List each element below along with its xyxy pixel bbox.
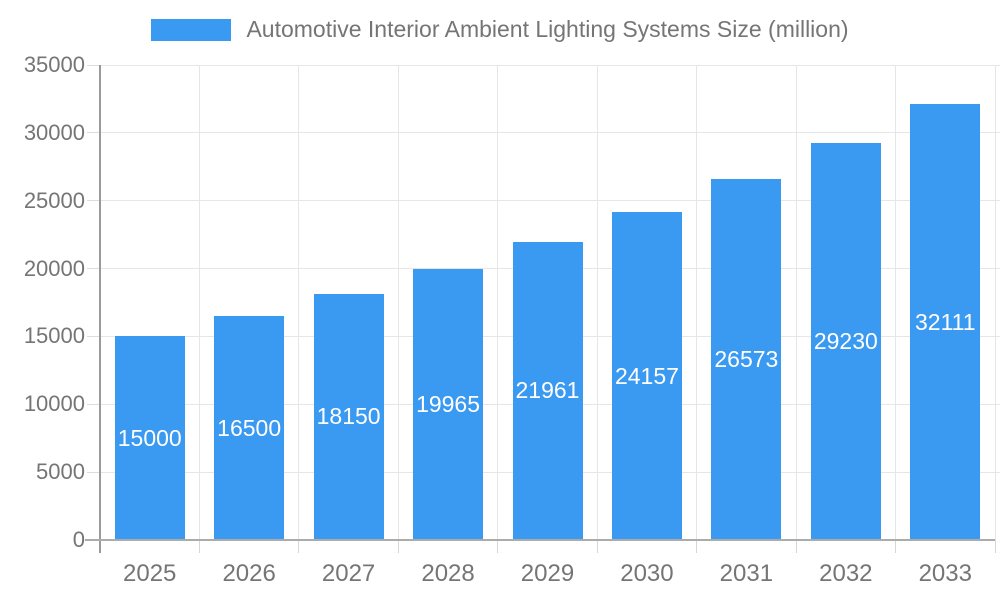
bar-value-label: 19965 — [416, 391, 481, 418]
y-axis-tick-label: 15000 — [23, 323, 85, 349]
v-gridline — [198, 65, 200, 540]
y-axis-tick-label: 25000 — [23, 187, 85, 213]
y-axis-tick-label: 35000 — [23, 52, 85, 77]
y-axis-tick-label: 30000 — [23, 119, 85, 145]
y-axis-tick — [87, 335, 100, 337]
bar-value-label: 26573 — [714, 346, 779, 373]
y-axis-tick-label: 0 — [72, 527, 85, 552]
x-axis-tick — [895, 540, 897, 553]
bar-2027[interactable]: 18150 — [313, 293, 384, 540]
bar-2025[interactable]: 15000 — [114, 336, 185, 540]
y-axis-line — [99, 65, 101, 553]
x-axis-tick — [198, 540, 200, 553]
x-axis-tick-label: 2025 — [123, 560, 177, 587]
bar-2026[interactable]: 16500 — [214, 316, 285, 540]
bar-2032[interactable]: 29230 — [810, 143, 881, 540]
legend[interactable]: Automotive Interior Ambient Lighting Sys… — [0, 16, 1000, 43]
y-axis-tick-label: 20000 — [23, 255, 85, 281]
h-gridline — [100, 200, 1000, 202]
x-axis-tick-label: 2030 — [620, 560, 674, 587]
x-axis-tick-label: 2026 — [222, 560, 276, 587]
y-axis-tick-label: 10000 — [23, 391, 85, 417]
bar-2033[interactable]: 32111 — [910, 104, 981, 540]
bar-2029[interactable]: 21961 — [512, 241, 583, 540]
y-axis-tick-label: 5000 — [36, 459, 85, 485]
plot-area: 15000 16500 18150 19965 21961 24157 26573 29230… — [100, 64, 1000, 540]
y-axis-tick — [87, 403, 100, 405]
x-axis-tick-label: 2033 — [918, 560, 972, 587]
bar-2031[interactable]: 26573 — [711, 179, 782, 540]
v-gridline — [298, 65, 300, 540]
legend-swatch — [151, 18, 232, 41]
v-gridline — [795, 65, 797, 540]
x-axis-tick — [497, 540, 499, 553]
x-axis-tick — [596, 540, 598, 553]
v-gridline — [994, 65, 996, 540]
bar-2030[interactable]: 24157 — [611, 212, 682, 540]
bar-value-label: 21961 — [515, 377, 580, 404]
x-axis-tick-label: 2028 — [421, 560, 475, 587]
y-axis-tick — [87, 132, 100, 134]
v-gridline — [397, 65, 399, 540]
y-axis-tick — [87, 268, 100, 270]
bar-value-label: 24157 — [614, 362, 679, 389]
v-gridline — [596, 65, 598, 540]
v-gridline — [696, 65, 698, 540]
v-gridline — [895, 65, 897, 540]
bar-value-label: 16500 — [217, 414, 282, 441]
y-axis-tick — [87, 200, 100, 202]
x-axis-tick — [696, 540, 698, 553]
legend-label: Automotive Interior Ambient Lighting Sys… — [246, 16, 849, 42]
x-axis-tick — [298, 540, 300, 553]
bar-value-label: 29230 — [813, 328, 878, 355]
bar-value-label: 18150 — [316, 403, 381, 430]
x-axis-line — [85, 539, 995, 541]
h-gridline — [100, 64, 1000, 66]
x-axis-tick-label: 2027 — [321, 560, 376, 587]
x-axis-tick-label: 2032 — [819, 560, 873, 587]
bar-value-label: 32111 — [914, 308, 976, 335]
x-axis-tick — [397, 540, 399, 553]
h-gridline — [100, 132, 1000, 134]
bar-2028[interactable]: 19965 — [413, 269, 484, 540]
x-axis-tick-label: 2029 — [520, 560, 575, 587]
bar-value-label: 15000 — [117, 424, 182, 451]
v-gridline — [497, 65, 499, 540]
y-axis-tick — [87, 64, 100, 66]
x-axis-tick — [795, 540, 797, 553]
y-axis-tick — [87, 471, 100, 473]
x-axis-tick-label: 2031 — [719, 560, 774, 587]
x-axis-tick — [994, 540, 996, 553]
